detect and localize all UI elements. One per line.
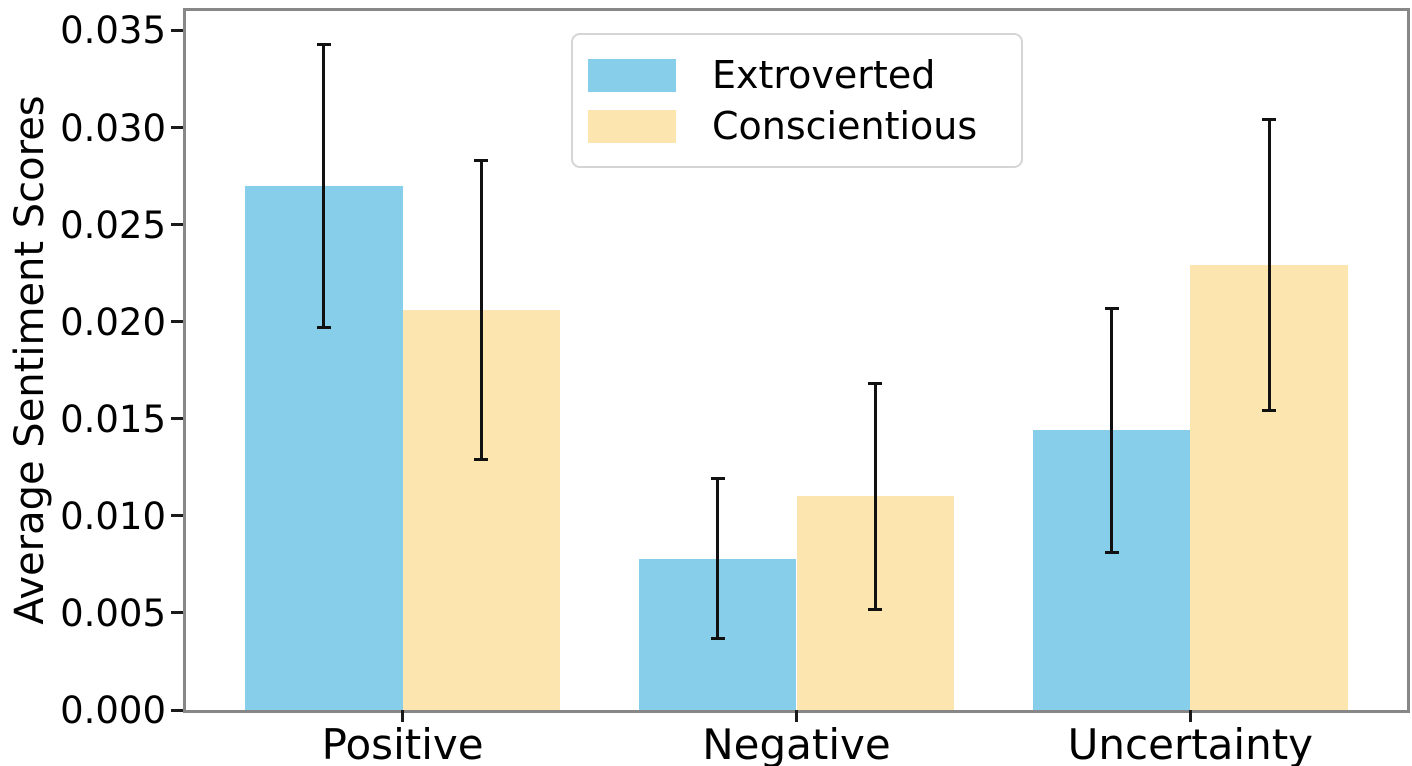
y-tick-0.010 [171, 514, 183, 518]
error-bar-conscientious-positive-cap-bottom [474, 458, 489, 462]
error-bar-conscientious-negative [873, 383, 877, 610]
x-tick-negative [795, 710, 798, 722]
error-bar-extroverted-positive-cap-bottom [316, 325, 331, 329]
x-tick-positive [401, 710, 405, 722]
y-tick-0.035 [171, 28, 183, 32]
y-tick-0.030 [171, 126, 183, 129]
legend-label-0: Extroverted [712, 53, 936, 97]
error-bar-conscientious-positive-cap-top [474, 159, 489, 162]
error-bar-conscientious-negative-cap-top [868, 382, 883, 386]
error-bar-conscientious-positive [479, 160, 483, 460]
error-bar-extroverted-uncertainty-cap-bottom [1104, 551, 1119, 555]
y-tick-0.020 [171, 320, 183, 324]
error-bar-extroverted-positive [322, 44, 326, 328]
y-tick-0.000 [171, 708, 183, 712]
error-bar-conscientious-uncertainty-cap-top [1262, 118, 1277, 122]
legend: Extroverted Conscientious [571, 33, 1023, 168]
x-tick-label-positive: Positive [321, 720, 484, 766]
y-tick-0.005 [171, 611, 183, 615]
error-bar-conscientious-negative-cap-bottom [868, 607, 883, 611]
y-tick-label-0.005: 0.005 [60, 591, 166, 635]
error-bar-extroverted-positive-cap-top [316, 42, 331, 46]
y-axis-label: Average Sentiment Scores [7, 95, 53, 625]
error-bar-conscientious-uncertainty-cap-bottom [1262, 409, 1277, 413]
error-bar-extroverted-negative-cap-top [710, 477, 725, 481]
y-tick-label-0.000: 0.000 [60, 689, 166, 732]
y-tick-label-0.015: 0.015 [60, 397, 166, 441]
legend-swatch-0 [588, 58, 676, 92]
y-tick-label-0.035: 0.035 [60, 9, 166, 53]
legend-entry-conscientious: Conscientious [588, 107, 1021, 145]
y-tick-0.025 [171, 223, 183, 227]
x-tick-uncertainty [1188, 710, 1192, 722]
error-bar-extroverted-uncertainty-cap-top [1104, 306, 1119, 310]
error-bar-conscientious-uncertainty [1267, 119, 1271, 411]
error-bar-extroverted-negative-cap-bottom [710, 636, 725, 640]
y-tick-label-0.010: 0.010 [60, 494, 166, 538]
error-bar-extroverted-uncertainty [1110, 308, 1114, 553]
y-tick-label-0.030: 0.030 [60, 106, 166, 150]
plot-area: 0.000 0.005 0.010 0.015 0.020 0.025 0.030 0.035… [60, 8, 1410, 766]
y-tick-label-0.020: 0.020 [60, 300, 166, 344]
legend-swatch-1 [588, 109, 676, 143]
y-tick-0.015 [171, 417, 183, 421]
x-tick-label-negative: Negative [702, 720, 891, 766]
error-bar-extroverted-negative [716, 478, 720, 639]
x-tick-label-uncertainty: Uncertainty [1067, 720, 1314, 766]
y-tick-label-0.025: 0.025 [60, 203, 166, 247]
legend-entry-extroverted: Extroverted [588, 56, 1021, 94]
legend-label-1: Conscientious [712, 104, 978, 148]
